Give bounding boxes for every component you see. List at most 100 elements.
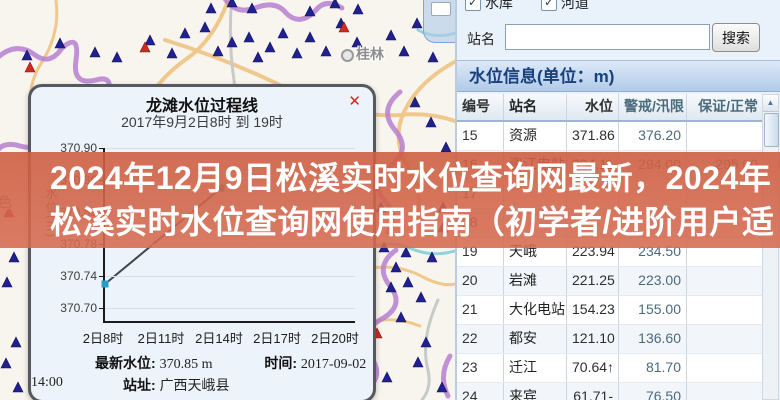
station-marker-icon[interactable] — [385, 281, 397, 293]
station-marker-icon[interactable] — [402, 276, 414, 288]
station-marker-icon[interactable] — [179, 27, 191, 39]
station-marker-icon[interactable] — [367, 46, 379, 58]
column-header[interactable]: 编号 — [457, 94, 504, 120]
table-cell — [687, 267, 763, 295]
checkbox-icon[interactable]: ✓ — [541, 0, 557, 11]
table-row[interactable]: 21 大化电站 154.23 155.00 — [457, 296, 763, 325]
station-marker-icon[interactable] — [436, 381, 448, 393]
table-row[interactable]: 20 岩滩 221.25 223.00 — [457, 267, 763, 296]
table-row[interactable]: 23 迁江 70.64↑ 81.70 — [457, 354, 763, 383]
table-cell — [687, 354, 763, 382]
station-marker-icon[interactable] — [252, 51, 264, 63]
table-cell: 资源 — [504, 122, 567, 150]
table-header: 编号 站名 水位 警戒/汛限 保证/正常 — [457, 94, 763, 122]
station-marker-icon[interactable] — [199, 21, 211, 33]
table-cell: 20 — [457, 267, 504, 295]
station-marker-icon[interactable] — [21, 49, 33, 61]
table-cell: 来宾 — [504, 383, 567, 400]
table-cell: 81.70 — [619, 354, 687, 382]
table-cell: 22 — [457, 325, 504, 353]
filter-checkbox-reservoir[interactable]: ✓ 水库 — [465, 0, 513, 13]
city-dot-icon — [341, 48, 354, 62]
time-value: 2017-09-02 14:00 — [31, 357, 367, 390]
station-marker-icon[interactable] — [0, 357, 12, 369]
city-label-guilin: 桂林 — [341, 44, 384, 64]
column-header[interactable]: 警戒/汛限 — [619, 94, 687, 120]
station-marker-icon[interactable] — [412, 356, 424, 368]
station-marker-icon[interactable] — [304, 31, 316, 43]
station-marker-icon[interactable] — [440, 141, 452, 153]
site-label: 站址: — [123, 377, 156, 393]
table-cell: 371.86 — [567, 122, 619, 150]
station-marker-icon[interactable] — [111, 51, 123, 63]
scrollbar-thumb[interactable] — [764, 113, 779, 147]
station-marker-icon[interactable] — [89, 46, 101, 58]
station-marker-icon[interactable] — [291, 47, 303, 59]
column-header[interactable]: 水位 — [567, 94, 619, 120]
station-marker-icon[interactable] — [338, 21, 350, 33]
station-marker-icon[interactable] — [425, 116, 437, 128]
table-cell: 都安 — [504, 325, 567, 353]
scroll-up-icon[interactable]: ▲ — [763, 95, 778, 112]
table-cell: 121.10 — [567, 325, 619, 353]
table-cell: 15 — [457, 122, 504, 150]
station-marker-icon[interactable] — [205, 2, 217, 14]
station-marker-icon[interactable] — [246, 2, 258, 14]
close-icon[interactable]: ✕ — [348, 93, 361, 110]
station-marker-icon[interactable] — [226, 0, 238, 8]
station-marker-icon[interactable] — [395, 311, 407, 323]
station-marker-icon[interactable] — [166, 47, 178, 59]
map-control-chip — [431, 2, 451, 16]
map-control-panel[interactable] — [423, 0, 455, 43]
data-point-marker — [101, 280, 109, 288]
station-marker-icon[interactable] — [24, 61, 36, 73]
station-marker-icon[interactable] — [381, 371, 393, 383]
station-marker-icon[interactable] — [385, 29, 397, 41]
search-button[interactable]: 搜索 — [712, 23, 760, 52]
popup-subtitle: 2017年9月2日8时 到 19时 — [121, 114, 283, 130]
station-marker-icon[interactable] — [8, 251, 20, 263]
station-marker-icon[interactable] — [351, 36, 363, 48]
gridline — [105, 308, 355, 309]
filter-checkbox-river[interactable]: ✓ 河道 — [541, 0, 589, 13]
station-marker-icon[interactable] — [304, 5, 316, 17]
table-cell: 61.71- — [567, 383, 619, 400]
station-marker-icon[interactable] — [426, 251, 438, 263]
station-marker-icon[interactable] — [12, 381, 24, 393]
station-marker-icon[interactable] — [427, 51, 439, 63]
station-marker-icon[interactable] — [54, 37, 66, 49]
station-marker-icon[interactable] — [144, 34, 156, 46]
station-marker-icon[interactable] — [390, 261, 402, 273]
station-marker-icon[interactable] — [329, 0, 341, 9]
station-marker-icon[interactable] — [420, 336, 432, 348]
table-cell: 76.50 — [619, 383, 687, 400]
station-marker-icon[interactable] — [320, 45, 332, 57]
station-marker-icon[interactable] — [243, 31, 255, 43]
table-row[interactable]: 24 来宾 61.71- 76.50 — [457, 383, 763, 400]
table-cell: 迁江 — [504, 354, 567, 382]
filter-label: 河道 — [561, 0, 589, 11]
station-marker-icon[interactable] — [139, 41, 151, 53]
station-marker-icon[interactable] — [212, 45, 224, 57]
table-row[interactable]: 15 资源 371.86 376.20 — [457, 122, 763, 151]
station-marker-icon[interactable] — [352, 3, 364, 15]
table-cell: 24 — [457, 383, 504, 400]
column-header[interactable]: 站名 — [504, 94, 567, 120]
station-marker-icon[interactable] — [409, 96, 421, 108]
station-marker-icon[interactable] — [10, 336, 22, 348]
table-row[interactable]: 22 都安 121.10 136.60 — [457, 325, 763, 354]
station-marker-icon[interactable] — [1, 276, 13, 288]
column-header[interactable]: 保证/正常 — [698, 98, 758, 114]
station-marker-icon[interactable] — [226, 36, 238, 48]
station-search-input[interactable] — [505, 24, 710, 50]
table-cell — [687, 383, 763, 400]
station-marker-icon[interactable] — [264, 41, 276, 53]
station-marker-icon[interactable] — [398, 45, 410, 57]
station-marker-icon[interactable] — [400, 246, 412, 258]
station-marker-icon[interactable] — [277, 27, 289, 39]
site-value: 广西天峨县 — [159, 377, 230, 393]
station-marker-icon[interactable] — [415, 291, 427, 303]
checkbox-icon[interactable]: ✓ — [465, 0, 481, 11]
station-marker-icon[interactable] — [411, 17, 423, 29]
table-cell: 221.25 — [567, 267, 619, 295]
